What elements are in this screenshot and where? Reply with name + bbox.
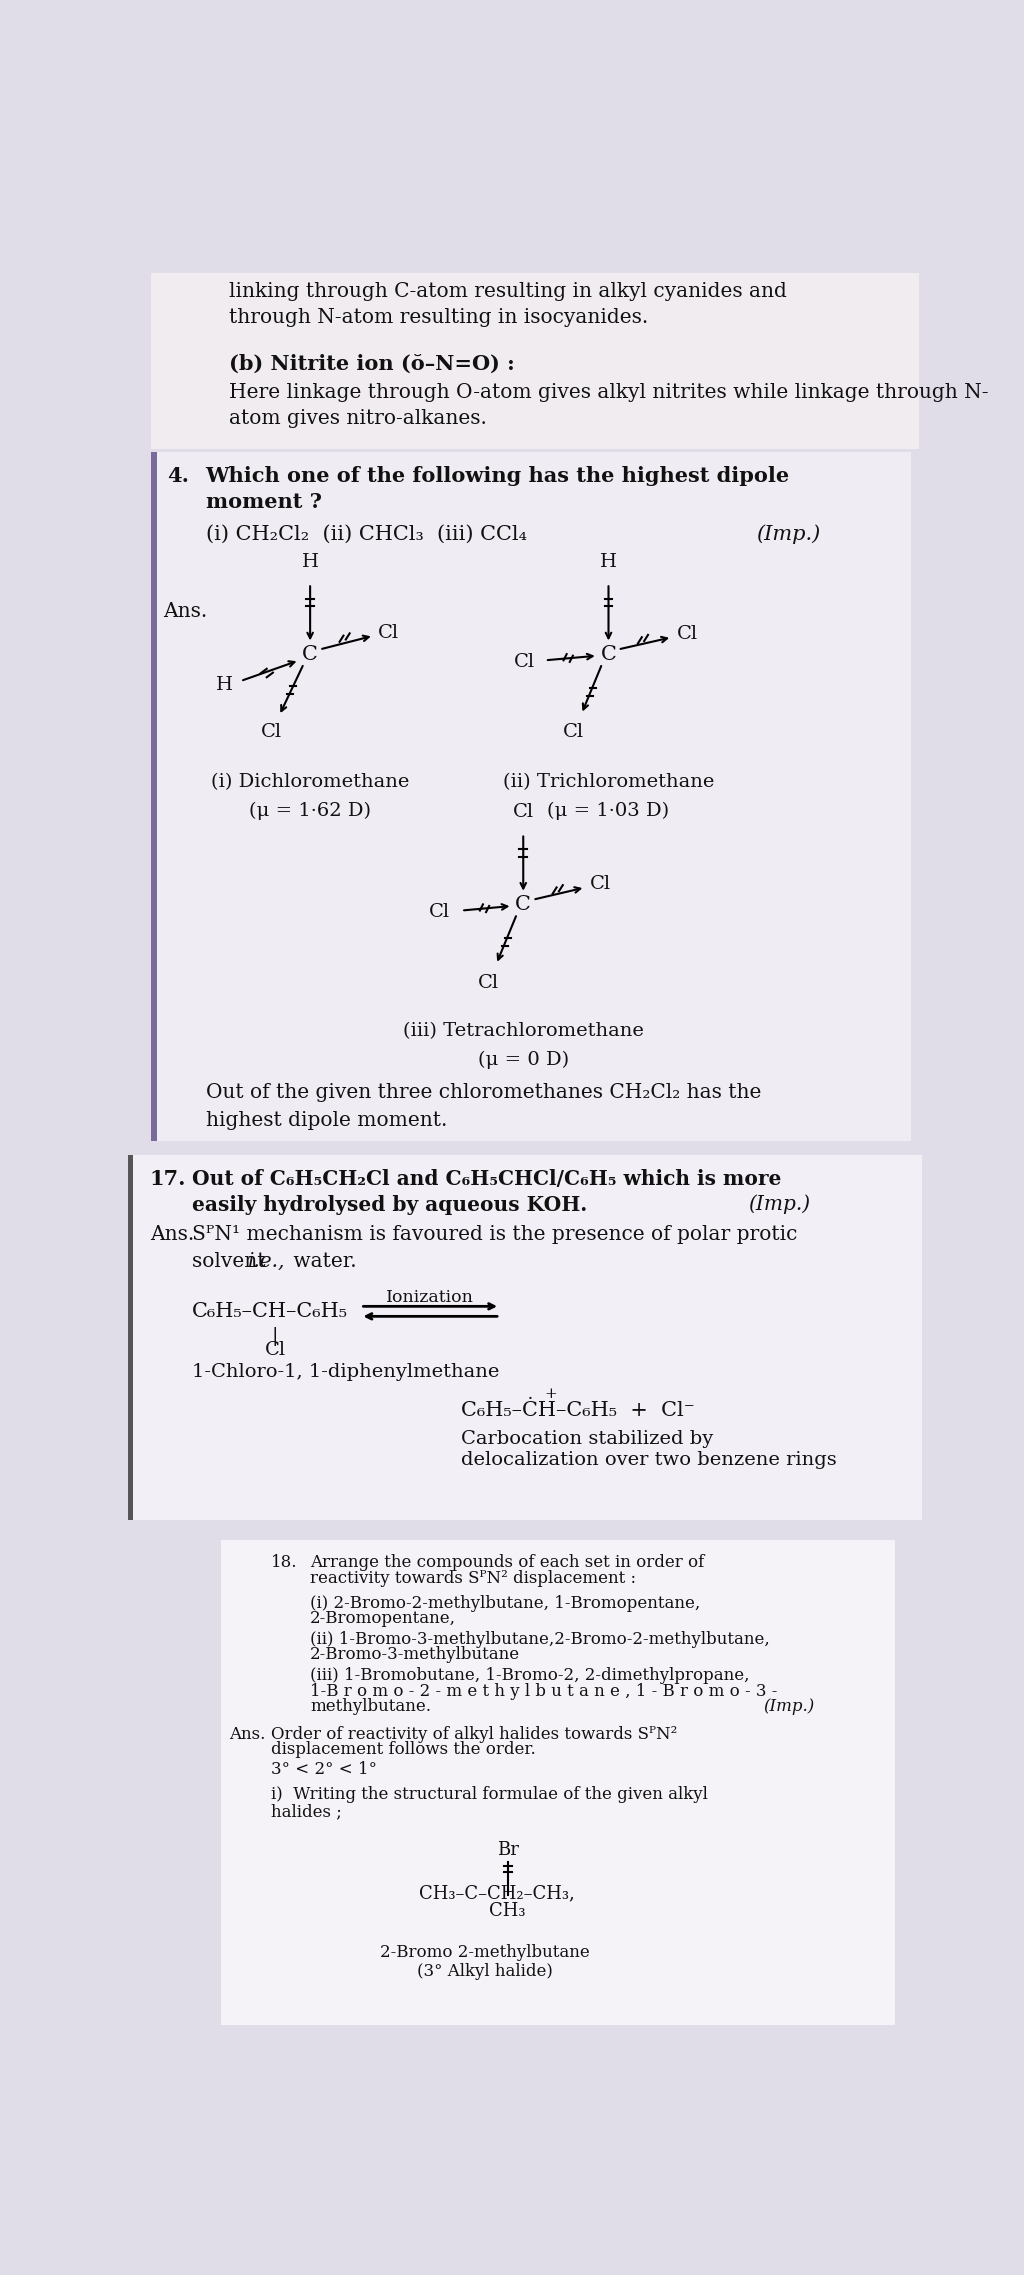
Text: Carbocation stabilized by: Carbocation stabilized by [461,1431,714,1449]
Text: C: C [600,644,616,664]
Text: +: + [544,1388,557,1401]
Bar [128,1156,922,1520]
Text: Cl: Cl [514,653,535,671]
Text: 17.: 17. [150,1169,186,1188]
Text: i.e.,: i.e., [248,1251,286,1272]
Text: (Imp.): (Imp.) [756,526,820,544]
Text: 2-Bromopentane,: 2-Bromopentane, [310,1611,456,1627]
Text: CH₃–C–CH₂–CH₃,: CH₃–C–CH₂–CH₃, [419,1884,574,1902]
Text: Ans.: Ans. [228,1727,265,1743]
Text: (Imp.): (Imp.) [748,1194,810,1215]
Text: C₆H₅–ĊH–C₆H₅  +  Cl⁻: C₆H₅–ĊH–C₆H₅ + Cl⁻ [461,1401,695,1420]
Text: (μ = 0 D): (μ = 0 D) [477,1051,568,1069]
Text: i)  Writing the structural formulae of the given alkyl: i) Writing the structural formulae of th… [271,1786,709,1804]
Text: linking through C-atom resulting in alkyl cyanides and: linking through C-atom resulting in alky… [228,282,786,300]
Text: Here linkage through O-atom gives alkyl nitrites while linkage through N-: Here linkage through O-atom gives alkyl … [228,382,988,403]
Text: |: | [272,1326,279,1347]
Text: Order of reactivity of alkyl halides towards SᴾN²: Order of reactivity of alkyl halides tow… [271,1727,678,1743]
Text: Ans.: Ans. [163,603,207,621]
Text: (i) CH₂Cl₂  (ii) CHCl₃  (iii) CCl₄: (i) CH₂Cl₂ (ii) CHCl₃ (iii) CCl₄ [206,526,526,544]
Bar [221,1540,895,2102]
Text: C₆H₅–CH–C₆H₅: C₆H₅–CH–C₆H₅ [191,1304,347,1322]
Text: Cl: Cl [478,974,499,992]
Text: SᴾN¹ mechanism is favoured is the presence of polar protic: SᴾN¹ mechanism is favoured is the presen… [191,1226,797,1244]
Text: (i) Dichloromethane: (i) Dichloromethane [211,774,410,792]
Text: (3° Alkyl halide): (3° Alkyl halide) [417,1963,552,1979]
Text: H: H [216,676,232,694]
Text: halides ;: halides ; [271,1804,342,1820]
Text: Cl: Cl [378,623,399,642]
Text: Br: Br [497,1840,519,1859]
Text: Arrange the compounds of each set in order of: Arrange the compounds of each set in ord… [310,1554,705,1570]
Text: H: H [302,553,318,571]
Text: C: C [515,894,531,915]
Text: (iii) 1-Bromobutane, 1-Bromo-2, 2-dimethylpropane,: (iii) 1-Bromobutane, 1-Bromo-2, 2-dimeth… [310,1668,750,1684]
Text: (μ = 1·03 D): (μ = 1·03 D) [548,803,670,821]
Bar [128,273,922,450]
Text: (ii) 1-Bromo-3-methylbutane,2-Bromo-2-methylbutane,: (ii) 1-Bromo-3-methylbutane,2-Bromo-2-me… [310,1631,770,1647]
Text: 2-Bromo 2-methylbutane: 2-Bromo 2-methylbutane [380,1943,590,1961]
Text: Cl: Cl [513,803,534,821]
Text: Cl: Cl [590,876,611,894]
Text: (ii) Trichloromethane: (ii) Trichloromethane [503,774,714,792]
Text: C: C [302,644,318,664]
Bar [152,453,157,1140]
Text: (iii) Tetrachloromethane: (iii) Tetrachloromethane [402,1021,644,1040]
Bar [128,1156,133,1520]
Text: water.: water. [287,1251,356,1272]
Text: solvent: solvent [191,1251,271,1272]
Text: Cl: Cl [264,1340,286,1358]
Text: through N-atom resulting in isocyanides.: through N-atom resulting in isocyanides. [228,309,648,328]
Text: Cl: Cl [428,903,450,921]
Text: Cl: Cl [677,626,697,644]
Text: Cl: Cl [261,723,282,742]
Text: 2-Bromo-3-methylbutane: 2-Bromo-3-methylbutane [310,1645,520,1663]
Bar [152,453,157,1110]
Text: H: H [600,553,617,571]
Text: 1-Chloro-1, 1-diphenylmethane: 1-Chloro-1, 1-diphenylmethane [191,1363,499,1381]
Text: Out of the given three chloromethanes CH₂Cl₂ has the: Out of the given three chloromethanes CH… [206,1083,761,1101]
Text: (b) Nitrite ion (ŏ–N=O) :: (b) Nitrite ion (ŏ–N=O) : [228,355,514,373]
Text: 3° < 2° < 1°: 3° < 2° < 1° [271,1761,378,1779]
Bar [152,273,919,448]
Text: 1-B r o m o - 2 - m e t h y l b u t a n e , 1 - B r o m o - 3 -: 1-B r o m o - 2 - m e t h y l b u t a n … [310,1684,777,1699]
Text: highest dipole moment.: highest dipole moment. [206,1110,446,1131]
Text: reactivity towards SᴾN² displacement :: reactivity towards SᴾN² displacement : [310,1570,636,1588]
Bar [152,453,910,1110]
Text: Ans.: Ans. [150,1226,194,1244]
Text: atom gives nitro-alkanes.: atom gives nitro-alkanes. [228,410,486,428]
Text: Ionization: Ionization [386,1288,474,1306]
Text: 18.: 18. [271,1554,298,1570]
Text: easily hydrolysed by aqueous KOH.: easily hydrolysed by aqueous KOH. [191,1194,587,1215]
Text: methylbutane.: methylbutane. [310,1697,431,1715]
Text: (i) 2-Bromo-2-methylbutane, 1-Bromopentane,: (i) 2-Bromo-2-methylbutane, 1-Bromopenta… [310,1595,700,1613]
Text: Cl: Cl [563,723,584,742]
Text: moment ?: moment ? [206,491,322,512]
Text: CH₃: CH₃ [489,1902,526,1920]
Text: Out of C₆H₅CH₂Cl and C₆H₅CHCl/C₆H₅ which is more: Out of C₆H₅CH₂Cl and C₆H₅CHCl/C₆H₅ which… [191,1169,781,1188]
Text: 4.: 4. [167,466,188,485]
Bar [152,453,910,1140]
Text: (Imp.): (Imp.) [764,1697,815,1715]
Text: Which one of the following has the highest dipole: Which one of the following has the highe… [206,466,790,485]
Text: delocalization over two benzene rings: delocalization over two benzene rings [461,1451,837,1470]
Text: (μ = 1·62 D): (μ = 1·62 D) [249,803,371,821]
Text: displacement follows the order.: displacement follows the order. [271,1740,537,1759]
